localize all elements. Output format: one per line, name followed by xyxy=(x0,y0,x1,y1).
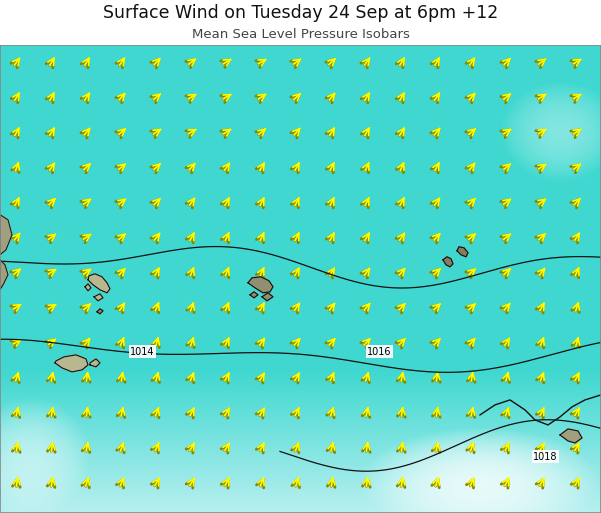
Polygon shape xyxy=(85,284,91,291)
Text: Mean Sea Level Pressure Isobars: Mean Sea Level Pressure Isobars xyxy=(192,28,409,42)
Text: 1016: 1016 xyxy=(367,347,391,357)
Polygon shape xyxy=(250,292,258,298)
Polygon shape xyxy=(55,355,88,372)
Polygon shape xyxy=(97,309,103,314)
Polygon shape xyxy=(457,247,468,257)
Text: Surface Wind on Tuesday 24 Sep at 6pm +12: Surface Wind on Tuesday 24 Sep at 6pm +1… xyxy=(103,5,498,23)
Text: 1018: 1018 xyxy=(533,452,558,462)
Polygon shape xyxy=(0,260,8,290)
Polygon shape xyxy=(560,429,582,443)
Text: 1014: 1014 xyxy=(130,347,154,357)
Polygon shape xyxy=(94,294,103,301)
Polygon shape xyxy=(0,215,12,255)
Polygon shape xyxy=(248,277,273,293)
Polygon shape xyxy=(88,274,110,293)
Polygon shape xyxy=(90,359,100,367)
Polygon shape xyxy=(262,293,273,301)
Polygon shape xyxy=(443,257,453,267)
